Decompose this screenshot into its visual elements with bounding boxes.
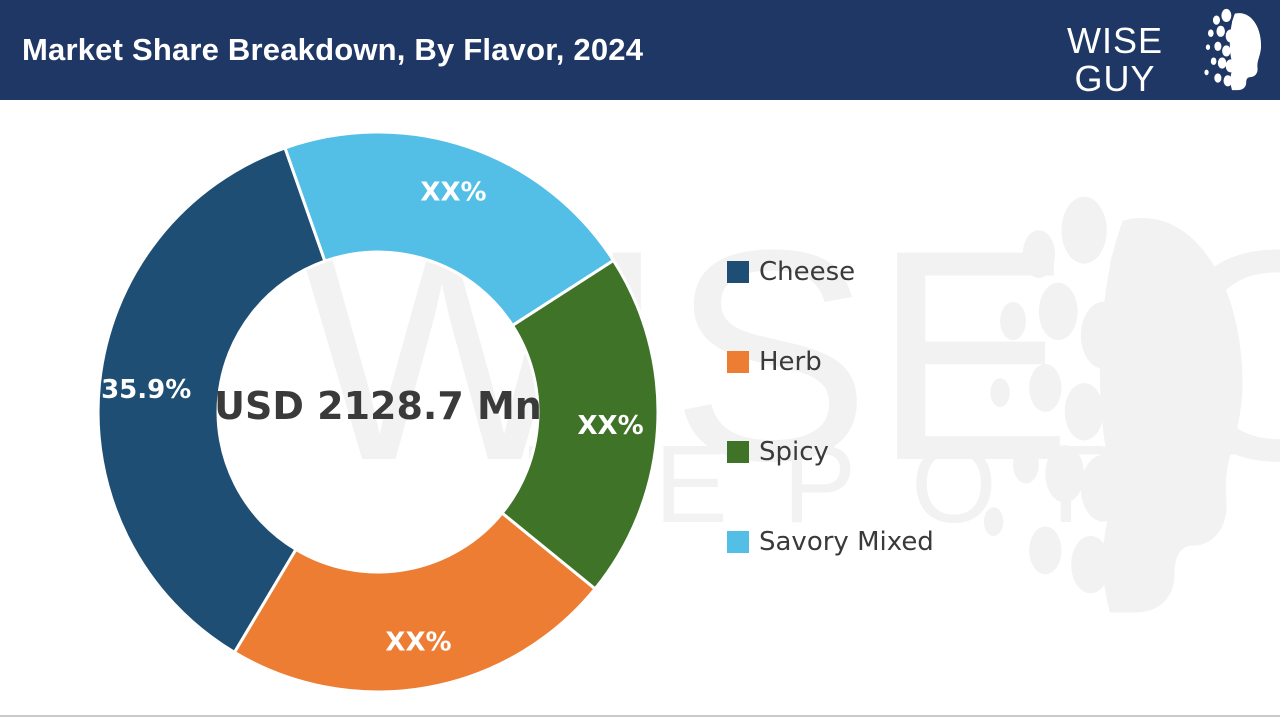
- bottom-divider: [0, 715, 1280, 717]
- page-title: Market Share Breakdown, By Flavor, 2024: [22, 32, 644, 67]
- pie-slice-cheese: [96, 145, 327, 655]
- legend-label-savory-mixed: Savory Mixed: [759, 527, 934, 557]
- chart-center-value: USD 2128.7 Mn: [214, 384, 542, 428]
- legend-swatch-savory-mixed: [727, 531, 749, 553]
- legend-item-herb: Herb: [727, 347, 934, 377]
- legend-swatch-herb: [727, 351, 749, 373]
- watermark-face-icon: [983, 196, 1243, 613]
- logo-wordmark: WISE GUY: [1066, 20, 1163, 99]
- legend-label-herb: Herb: [759, 347, 822, 377]
- logo-face-icon: [1204, 8, 1262, 91]
- logo-subtitle: REPORTS: [1056, 100, 1183, 115]
- chart-legend: Cheese Herb Spicy Savory Mixed: [727, 257, 934, 557]
- slice-value-label-cheese: 35.9%: [101, 375, 191, 405]
- pie-slice-savory-mixed: [283, 130, 616, 328]
- legend-item-spicy: Spicy: [727, 437, 934, 467]
- header-bar: Market Share Breakdown, By Flavor, 2024 …: [0, 0, 1280, 115]
- legend-item-savory-mixed: Savory Mixed: [727, 527, 934, 557]
- slice-value-label-spicy: XX%: [578, 411, 644, 441]
- pie-slice-herb: [232, 510, 598, 694]
- legend-label-cheese: Cheese: [759, 257, 856, 287]
- pie-slice-spicy: [499, 258, 660, 591]
- donut-chart: 35.9% XX% XX% XX%: [96, 130, 660, 694]
- wise-guy-logo: WISE GUY REPORTS: [1026, 0, 1266, 115]
- logo-text: WISE GUY REPORTS: [1026, 20, 1204, 116]
- legend-item-cheese: Cheese: [727, 257, 934, 287]
- legend-swatch-spicy: [727, 441, 749, 463]
- legend-swatch-cheese: [727, 261, 749, 283]
- legend-label-spicy: Spicy: [759, 437, 829, 467]
- slice-value-label-savory-mixed: XX%: [420, 178, 486, 208]
- slice-value-label-herb: XX%: [385, 628, 451, 658]
